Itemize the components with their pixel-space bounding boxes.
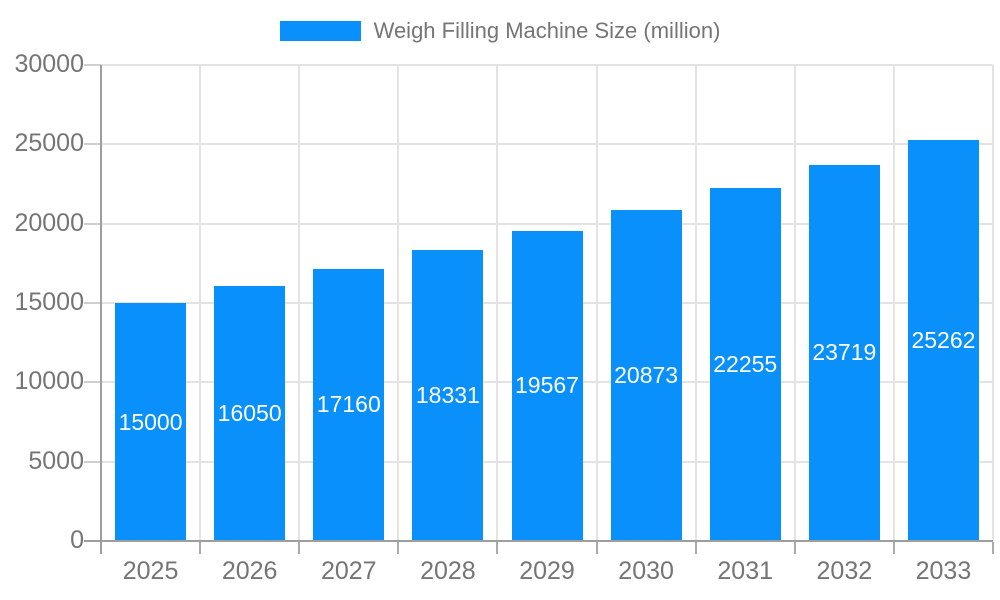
y-axis-tick-label: 5000 bbox=[28, 446, 84, 475]
bar-value-label: 20873 bbox=[614, 361, 679, 388]
legend-label: Weigh Filling Machine Size (million) bbox=[373, 18, 721, 43]
y-axis-tick bbox=[84, 460, 101, 463]
plot-area: 15000 16050 17160 18331 19567 20873 22255 23719… bbox=[101, 64, 994, 541]
x-axis-tick bbox=[397, 542, 400, 554]
x-axis-tick bbox=[992, 542, 994, 554]
gridline-vertical bbox=[992, 65, 994, 541]
bar-value-label: 15000 bbox=[118, 408, 183, 435]
y-axis-tick bbox=[84, 143, 101, 146]
bar-2028[interactable]: 18331 bbox=[412, 250, 484, 541]
bar-value-label: 18331 bbox=[415, 382, 480, 409]
bar-value-label: 16050 bbox=[217, 400, 282, 427]
bar-value-label: 17160 bbox=[316, 391, 381, 418]
bar-2027[interactable]: 17160 bbox=[313, 268, 385, 541]
legend[interactable]: Weigh Filling Machine Size (million) bbox=[0, 18, 1000, 44]
x-axis-line bbox=[84, 540, 993, 542]
gridline-vertical bbox=[694, 65, 697, 541]
gridline-vertical bbox=[595, 65, 598, 541]
bar-2029[interactable]: 19567 bbox=[511, 230, 583, 541]
x-axis-tick bbox=[694, 542, 697, 554]
y-axis-tick bbox=[84, 222, 101, 225]
gridline-vertical bbox=[793, 65, 796, 541]
y-axis-tick-label: 10000 bbox=[14, 367, 84, 396]
bar-value-label: 19567 bbox=[515, 372, 579, 399]
legend-swatch bbox=[279, 21, 361, 41]
y-axis-tick-label: 0 bbox=[70, 526, 84, 554]
x-axis-tick-label: 2033 bbox=[915, 557, 972, 585]
gridline-horizontal bbox=[101, 222, 993, 225]
gridline-vertical bbox=[496, 65, 499, 541]
y-axis-tick bbox=[84, 381, 101, 384]
bar-value-label: 25262 bbox=[911, 327, 976, 354]
x-axis-tick-label: 2032 bbox=[816, 557, 873, 585]
y-axis-tick-label: 25000 bbox=[14, 129, 84, 158]
gridline-vertical bbox=[892, 65, 895, 541]
y-axis-line bbox=[100, 65, 102, 554]
bar-2031[interactable]: 22255 bbox=[709, 187, 781, 541]
x-axis-tick-label: 2027 bbox=[320, 557, 377, 585]
x-axis-tick-label: 2026 bbox=[221, 557, 278, 585]
bar-2030[interactable]: 20873 bbox=[610, 209, 682, 541]
x-axis-tick-label: 2028 bbox=[420, 557, 476, 585]
x-axis-tick bbox=[199, 542, 202, 554]
gridline-vertical bbox=[397, 65, 400, 541]
gridline-vertical bbox=[199, 65, 202, 541]
y-axis-tick bbox=[84, 64, 101, 66]
y-axis-tick bbox=[84, 302, 101, 304]
y-axis-tick-label: 30000 bbox=[14, 50, 84, 78]
gridline-horizontal bbox=[101, 143, 993, 146]
y-axis-tick-label: 15000 bbox=[14, 288, 84, 316]
x-axis-tick bbox=[892, 542, 895, 554]
gridline-vertical bbox=[298, 65, 301, 541]
x-axis-tick bbox=[298, 542, 301, 554]
x-axis-tick-label: 2029 bbox=[519, 557, 575, 585]
bar-2033[interactable]: 25262 bbox=[907, 140, 979, 541]
bar-value-label: 22255 bbox=[713, 350, 778, 377]
gridline-horizontal bbox=[101, 64, 993, 66]
x-axis-tick-label: 2031 bbox=[717, 557, 774, 585]
bar-value-label: 23719 bbox=[812, 339, 877, 366]
x-axis-tick bbox=[496, 542, 499, 554]
x-axis-tick-label: 2025 bbox=[122, 557, 179, 585]
bar-2026[interactable]: 16050 bbox=[214, 286, 286, 541]
x-axis-tick bbox=[793, 542, 796, 554]
x-axis-tick bbox=[595, 542, 598, 554]
y-axis-tick-label: 20000 bbox=[14, 208, 84, 237]
bar-2025[interactable]: 15000 bbox=[115, 303, 187, 541]
x-axis-tick-label: 2030 bbox=[618, 557, 674, 585]
bar-2032[interactable]: 23719 bbox=[808, 164, 880, 541]
